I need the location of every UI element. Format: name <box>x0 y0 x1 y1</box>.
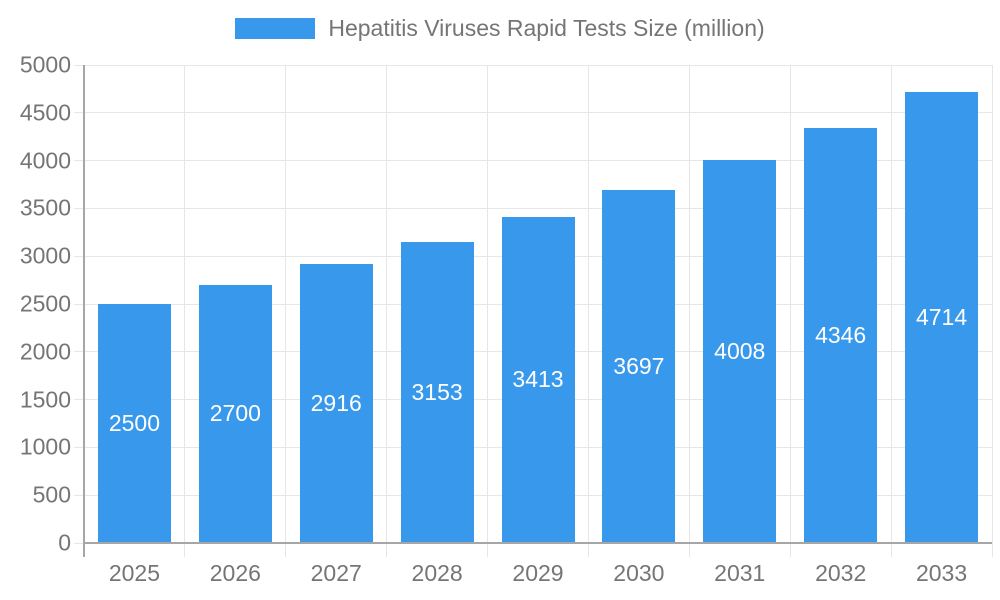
legend[interactable]: Hepatitis Viruses Rapid Tests Size (mill… <box>0 15 1000 42</box>
bar-2026: 2700 <box>198 284 272 543</box>
bar-value-label: 2500 <box>108 410 161 436</box>
bar-2027: 2916 <box>299 264 373 543</box>
x-axis-tick <box>688 543 690 557</box>
gridline-y <box>84 64 992 66</box>
bar-2031: 4008 <box>703 159 777 543</box>
y-tick-label: 2500 <box>19 290 71 317</box>
gridline-x <box>285 65 287 543</box>
bar-2028: 3153 <box>400 241 474 543</box>
y-tick-label: 5000 <box>19 51 71 78</box>
x-axis-tick <box>487 543 489 557</box>
x-tick-label-2027: 2027 <box>310 560 362 586</box>
gridline-x <box>487 65 489 543</box>
x-axis-tick <box>991 543 993 557</box>
bar-value-label: 4008 <box>714 337 766 364</box>
x-tick-label-2032: 2032 <box>815 560 867 586</box>
bar-2030: 3697 <box>602 189 676 543</box>
y-tick-label: 1500 <box>19 386 71 413</box>
bar-value-label: 2700 <box>209 400 261 427</box>
gridline-x <box>890 65 892 543</box>
y-axis-tick <box>74 207 84 209</box>
gridline-y <box>84 112 992 114</box>
x-axis-tick <box>285 543 287 557</box>
bar-value-label: 2916 <box>310 390 362 417</box>
y-tick-label: 4000 <box>19 147 71 174</box>
y-tick-label: 500 <box>32 481 71 508</box>
y-axis-tick <box>74 255 84 257</box>
y-tick-label: 3500 <box>19 194 71 221</box>
legend-label: Hepatitis Viruses Rapid Tests Size (mill… <box>328 15 765 41</box>
bar-2029: 3413 <box>501 216 575 543</box>
bar-value-label: 3697 <box>613 352 665 379</box>
y-tick-label: 3000 <box>19 242 71 269</box>
gridline-x <box>587 65 589 543</box>
y-tick-label: 0 <box>58 529 71 556</box>
y-axis-tick <box>74 112 84 114</box>
x-tick-label-2030: 2030 <box>613 560 665 586</box>
bar-value-label: 4346 <box>815 321 867 348</box>
y-axis-tick <box>74 160 84 162</box>
bar-value-label: 3413 <box>512 366 564 393</box>
y-axis-tick <box>74 303 84 305</box>
x-axis-line <box>84 542 992 544</box>
gridline-x <box>184 65 186 543</box>
gridline-x <box>991 65 993 543</box>
y-axis-tick <box>74 351 84 353</box>
x-axis-tick <box>386 543 388 557</box>
x-tick-label-2033: 2033 <box>915 560 968 586</box>
x-tick-label-2029: 2029 <box>512 560 564 586</box>
y-tick-label: 2000 <box>19 338 71 365</box>
x-tick-label-2026: 2026 <box>209 560 261 586</box>
legend-swatch-icon <box>235 18 316 39</box>
x-axis-tick <box>184 543 186 557</box>
bar-2033: 4714 <box>905 92 979 543</box>
gridline-x <box>789 65 791 543</box>
bar-value-label: 3153 <box>411 378 463 405</box>
y-axis-tick <box>74 446 84 448</box>
x-axis-tick <box>587 543 589 557</box>
y-axis-tick <box>74 64 84 66</box>
gridline-x <box>386 65 388 543</box>
y-tick-label: 4500 <box>19 99 71 126</box>
y-tick-label: 1000 <box>19 433 71 460</box>
gridline-y <box>84 160 992 162</box>
x-axis-tick <box>890 543 892 557</box>
y-axis-tick <box>74 399 84 401</box>
bar-2025: 2500 <box>97 304 171 543</box>
gridline-y <box>84 207 992 209</box>
y-axis-line <box>83 65 85 557</box>
x-axis-tick <box>789 543 791 557</box>
y-axis-tick <box>74 494 84 496</box>
y-axis-tick <box>74 542 84 544</box>
x-tick-label-2028: 2028 <box>411 560 463 586</box>
bar-2032: 4346 <box>804 127 878 543</box>
bar-value-label: 4714 <box>915 304 968 331</box>
x-tick-label-2031: 2031 <box>714 560 766 586</box>
x-tick-label-2025: 2025 <box>108 560 161 586</box>
gridline-x <box>688 65 690 543</box>
